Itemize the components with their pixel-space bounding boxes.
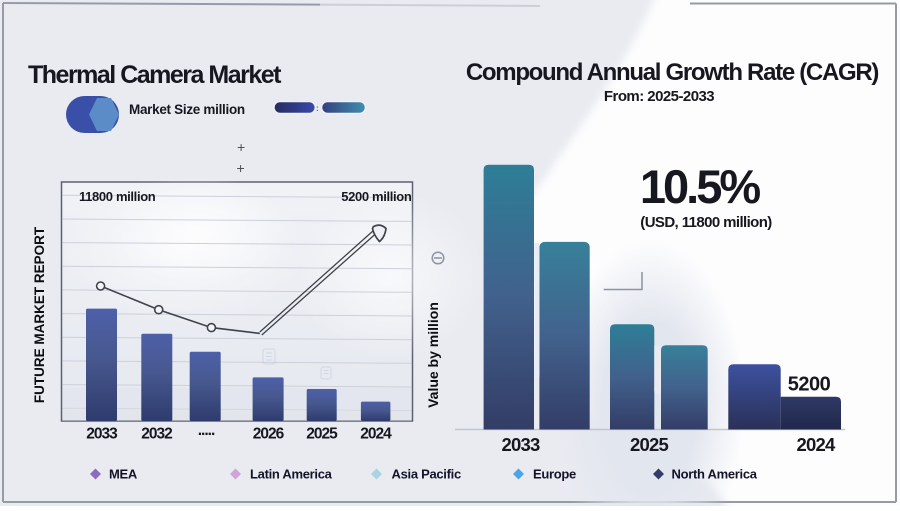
svg-text:2032: 2032	[141, 426, 172, 443]
svg-text:+: +	[237, 139, 245, 155]
svg-text:Market Size million: Market Size million	[129, 102, 245, 117]
svg-text:5200 million: 5200 million	[341, 189, 412, 204]
svg-text:2024: 2024	[360, 426, 392, 443]
svg-text::: :	[316, 104, 319, 113]
svg-text:North America: North America	[672, 467, 758, 482]
svg-text:MEA: MEA	[109, 467, 138, 482]
svg-text:10.5%: 10.5%	[640, 160, 760, 213]
svg-text:From: 2025-2033: From: 2025-2033	[604, 88, 714, 105]
svg-text:2033: 2033	[86, 426, 118, 443]
svg-text:2033: 2033	[502, 434, 540, 455]
svg-text:Thermal Camera Market: Thermal Camera Market	[28, 61, 282, 89]
svg-text:2024: 2024	[797, 434, 836, 455]
svg-text:Asia Pacific: Asia Pacific	[392, 467, 461, 482]
svg-text:2025: 2025	[306, 426, 338, 443]
svg-text:Latin America: Latin America	[250, 467, 333, 482]
svg-text:.....: .....	[198, 422, 215, 439]
svg-text:Europe: Europe	[533, 467, 576, 482]
svg-text:Value by million: Value by million	[425, 302, 441, 408]
svg-text:5200: 5200	[788, 374, 831, 396]
svg-text:FUTURE MARKET REPORT: FUTURE MARKET REPORT	[32, 226, 47, 403]
svg-text:(USD, 11800 million): (USD, 11800 million)	[640, 214, 772, 231]
svg-text:Compound Annual Growth Rate (C: Compound Annual Growth Rate (CAGR)	[466, 59, 879, 86]
svg-text:+: +	[237, 160, 245, 176]
svg-text:2025: 2025	[630, 434, 668, 455]
svg-text:11800 million: 11800 million	[79, 189, 156, 204]
svg-text:2026: 2026	[253, 426, 285, 443]
